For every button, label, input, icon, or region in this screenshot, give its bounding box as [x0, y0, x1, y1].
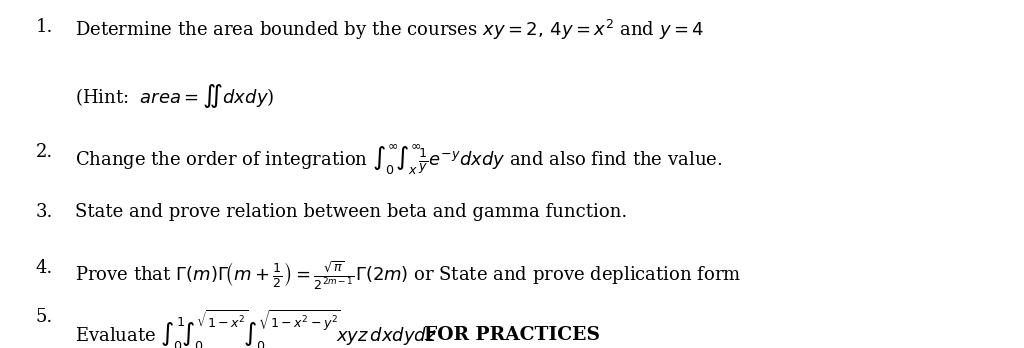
Text: 5.: 5.	[35, 308, 52, 326]
Text: Change the order of integration $\int_0^{\infty}\!\int_x^{\infty}\!\frac{1}{y}e^: Change the order of integration $\int_0^…	[76, 143, 723, 177]
Text: (Hint:  $\mathit{area} = \iint \mathit{dxdy}$): (Hint: $\mathit{area} = \iint \mathit{dx…	[76, 82, 274, 110]
Text: 2.: 2.	[35, 143, 52, 160]
Text: 4.: 4.	[35, 259, 52, 277]
Text: 3.: 3.	[35, 203, 52, 221]
Text: 1.: 1.	[35, 18, 52, 36]
Text: FOR PRACTICES: FOR PRACTICES	[424, 326, 600, 344]
Text: Determine the area bounded by the courses $xy = 2,\,4y = x^2$ and $y = 4$: Determine the area bounded by the course…	[76, 18, 705, 42]
Text: Evaluate $\int_0^{1}\!\int_0^{\sqrt{1-x^2}}\!\int_0^{\sqrt{1-x^2-y^2}}\!xyz\,dxd: Evaluate $\int_0^{1}\!\int_0^{\sqrt{1-x^…	[76, 308, 437, 348]
Text: State and prove relation between beta and gamma function.: State and prove relation between beta an…	[76, 203, 628, 221]
Text: Prove that $\Gamma(m)\Gamma\!\left(m+\frac{1}{2}\right) = \frac{\sqrt{\pi}}{2^{2: Prove that $\Gamma(m)\Gamma\!\left(m+\fr…	[76, 259, 742, 292]
